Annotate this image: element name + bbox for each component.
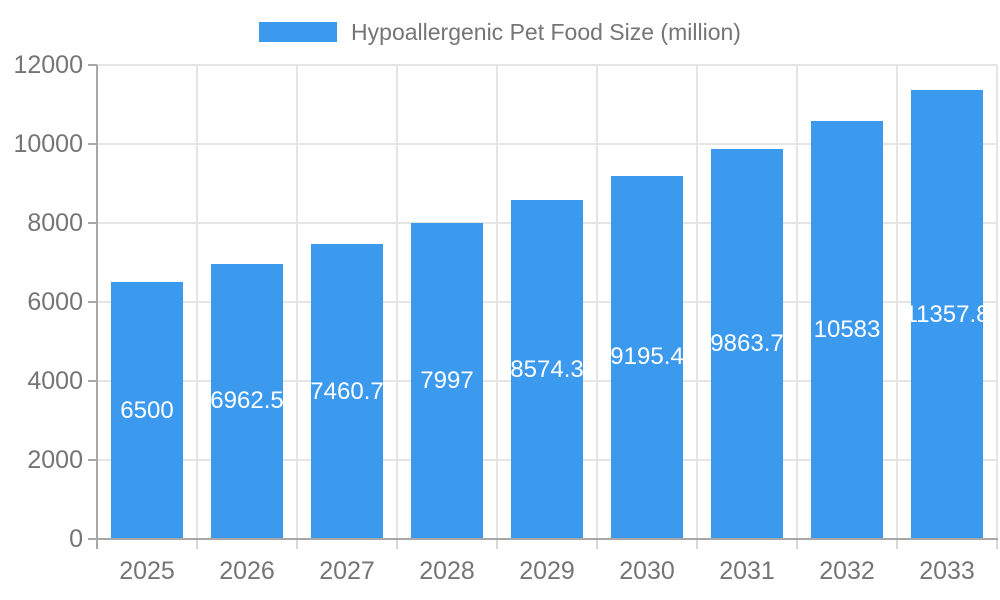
y-tick-mark: [88, 380, 97, 382]
x-axis-line: [96, 538, 998, 540]
x-axis-label: 2032: [819, 557, 875, 585]
y-tick-mark: [88, 222, 97, 224]
bar-value-label: 7460.7: [310, 377, 384, 405]
x-tick-mark: [796, 539, 798, 549]
y-axis-line: [96, 65, 98, 549]
y-tick-label: 12000: [13, 51, 83, 79]
y-gridline: [97, 64, 997, 66]
x-axis-label: 2027: [319, 557, 375, 585]
y-gridline: [97, 143, 997, 145]
x-axis-label: 2031: [719, 557, 775, 585]
y-tick-mark: [88, 301, 97, 303]
y-tick-mark: [88, 64, 97, 66]
x-tick-mark: [996, 539, 998, 549]
x-gridline: [896, 65, 898, 539]
x-gridline: [296, 65, 298, 539]
y-tick-label: 8000: [27, 209, 83, 237]
x-axis-label: 2033: [919, 557, 975, 585]
bar-2028[interactable]: [411, 223, 483, 539]
bar-value-label: 8574.3: [510, 355, 584, 383]
bar-2032[interactable]: [811, 120, 883, 539]
x-tick-mark: [596, 539, 598, 549]
x-tick-mark: [196, 539, 198, 549]
y-tick-mark: [88, 143, 97, 145]
bar-2027[interactable]: [311, 244, 383, 539]
x-axis-label: 2029: [519, 557, 575, 585]
bar-value-label: 10583: [813, 315, 881, 343]
x-gridline: [996, 65, 998, 539]
x-axis-label: 2028: [419, 557, 475, 585]
bar-2026[interactable]: [211, 263, 283, 539]
x-gridline: [396, 65, 398, 539]
y-tick-mark: [88, 459, 97, 461]
x-axis-label: 2030: [619, 557, 675, 585]
bar-2031[interactable]: [711, 149, 783, 539]
y-tick-label: 2000: [27, 446, 83, 474]
bar-2029[interactable]: [511, 200, 583, 539]
x-tick-mark: [296, 539, 298, 549]
y-tick-label: 4000: [27, 367, 83, 395]
bar-value-label: 7997: [420, 367, 474, 395]
legend-swatch: [259, 22, 338, 42]
y-tick-label: 6000: [27, 288, 83, 316]
x-gridline: [496, 65, 498, 539]
y-tick-mark: [88, 538, 97, 540]
x-gridline: [196, 65, 198, 539]
bar-value-label: 9195.4: [610, 343, 684, 371]
x-gridline: [696, 65, 698, 539]
bar-value-label: 9863.7: [710, 330, 784, 358]
x-tick-mark: [896, 539, 898, 549]
bar-2025[interactable]: [111, 282, 183, 539]
bar-2033[interactable]: [911, 90, 983, 539]
x-axis-label: 2026: [219, 557, 275, 585]
y-tick-label: 0: [69, 525, 83, 553]
x-tick-mark: [396, 539, 398, 549]
x-tick-mark: [496, 539, 498, 549]
bar-value-label: 6500: [120, 396, 174, 424]
bar-2030[interactable]: [611, 175, 683, 539]
y-tick-label: 10000: [13, 130, 83, 158]
legend-series-label: Hypoallergenic Pet Food Size (million): [351, 19, 741, 45]
chart-legend[interactable]: Hypoallergenic Pet Food Size (million): [0, 20, 1000, 44]
x-axis-label: 2025: [119, 557, 175, 585]
x-gridline: [596, 65, 598, 539]
x-gridline: [796, 65, 798, 539]
x-tick-mark: [696, 539, 698, 549]
bar-value-label: 6962.5: [210, 387, 284, 415]
bar-value-label: 11357.8: [904, 300, 990, 328]
